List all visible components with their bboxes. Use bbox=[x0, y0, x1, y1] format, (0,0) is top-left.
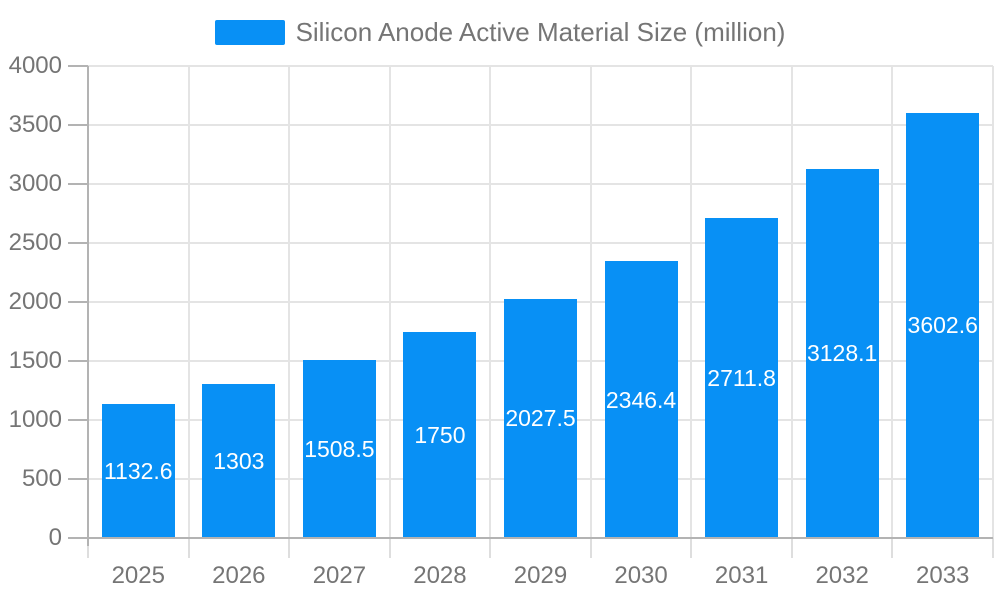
bar[interactable] bbox=[202, 384, 276, 537]
bar-value-label: 2027.5 bbox=[505, 405, 576, 432]
bar-value-label: 3602.6 bbox=[907, 312, 978, 339]
gridline-vertical bbox=[388, 66, 391, 538]
x-axis-label: 2030 bbox=[614, 562, 668, 589]
gridline-horizontal bbox=[88, 124, 993, 126]
bar-value-label: 1508.5 bbox=[304, 435, 375, 462]
y-axis-tick bbox=[68, 301, 88, 303]
y-axis-line bbox=[87, 66, 89, 546]
x-axis-tick bbox=[187, 538, 190, 558]
y-axis-label: 3500 bbox=[8, 111, 62, 138]
legend-label[interactable]: Silicon Anode Active Material Size (mill… bbox=[295, 17, 786, 47]
bar-value-label: 1132.6 bbox=[103, 458, 173, 485]
bar[interactable] bbox=[302, 359, 376, 537]
bar[interactable] bbox=[504, 298, 577, 537]
y-axis-tick bbox=[68, 183, 88, 185]
y-axis-label: 4000 bbox=[8, 52, 62, 79]
y-axis-label: 2000 bbox=[8, 288, 62, 315]
bar[interactable] bbox=[403, 331, 477, 537]
bar[interactable] bbox=[906, 112, 980, 537]
y-axis-label: 3000 bbox=[8, 170, 62, 197]
bar[interactable] bbox=[101, 404, 175, 537]
y-axis-label: 500 bbox=[21, 465, 62, 492]
gridline-vertical bbox=[187, 66, 190, 538]
bar[interactable] bbox=[805, 168, 879, 537]
x-axis-tick bbox=[87, 538, 89, 558]
gridline-vertical bbox=[992, 66, 994, 538]
chart-legend[interactable]: Silicon Anode Active Material Size (mill… bbox=[0, 17, 1000, 48]
y-axis-tick bbox=[68, 360, 88, 362]
y-axis-tick bbox=[68, 124, 88, 126]
y-axis-tick bbox=[68, 242, 88, 244]
gridline-horizontal bbox=[88, 183, 993, 185]
y-axis-tick bbox=[68, 478, 88, 480]
y-axis-tick bbox=[68, 419, 88, 421]
gridline-vertical bbox=[288, 66, 291, 538]
y-axis-label: 1500 bbox=[8, 347, 62, 374]
gridline-vertical bbox=[891, 66, 894, 538]
y-axis-tick bbox=[68, 65, 88, 67]
bar-value-label: 1303 bbox=[213, 448, 265, 475]
bar-value-label: 1750 bbox=[414, 421, 466, 448]
x-axis-tick bbox=[288, 538, 291, 558]
x-axis-tick bbox=[891, 538, 894, 558]
bar-value-label: 3128.1 bbox=[806, 340, 878, 367]
x-axis-label: 2031 bbox=[714, 562, 769, 589]
y-axis-tick bbox=[68, 537, 88, 539]
bar[interactable] bbox=[705, 218, 779, 537]
gridline-vertical bbox=[790, 66, 793, 538]
legend-swatch[interactable] bbox=[214, 20, 285, 45]
x-axis-label: 2025 bbox=[111, 562, 165, 589]
gridline-vertical bbox=[690, 66, 693, 538]
x-axis-tick bbox=[790, 538, 793, 558]
bar-value-label: 2346.4 bbox=[605, 386, 677, 413]
bar-value-label: 2711.8 bbox=[707, 365, 776, 391]
x-axis-label: 2028 bbox=[413, 562, 467, 589]
gridline-vertical bbox=[489, 66, 492, 538]
y-axis-label: 2500 bbox=[8, 229, 62, 256]
x-axis-tick bbox=[388, 538, 391, 558]
x-axis-label: 2029 bbox=[513, 562, 568, 589]
y-axis-label: 1000 bbox=[8, 406, 62, 433]
x-axis-label: 2032 bbox=[815, 562, 869, 589]
gridline-vertical bbox=[589, 66, 592, 538]
x-axis-tick bbox=[489, 538, 492, 558]
y-axis-label: 0 bbox=[48, 524, 62, 551]
gridline-horizontal bbox=[88, 242, 993, 244]
x-axis-label: 2026 bbox=[212, 562, 266, 589]
x-axis-label: 2027 bbox=[312, 562, 367, 589]
x-axis-label: 2033 bbox=[916, 562, 970, 589]
gridline-horizontal bbox=[88, 65, 993, 67]
x-axis-tick bbox=[589, 538, 592, 558]
x-axis-line bbox=[87, 537, 993, 539]
x-axis-tick bbox=[992, 538, 994, 558]
bar[interactable] bbox=[604, 261, 678, 537]
x-axis-tick bbox=[690, 538, 693, 558]
